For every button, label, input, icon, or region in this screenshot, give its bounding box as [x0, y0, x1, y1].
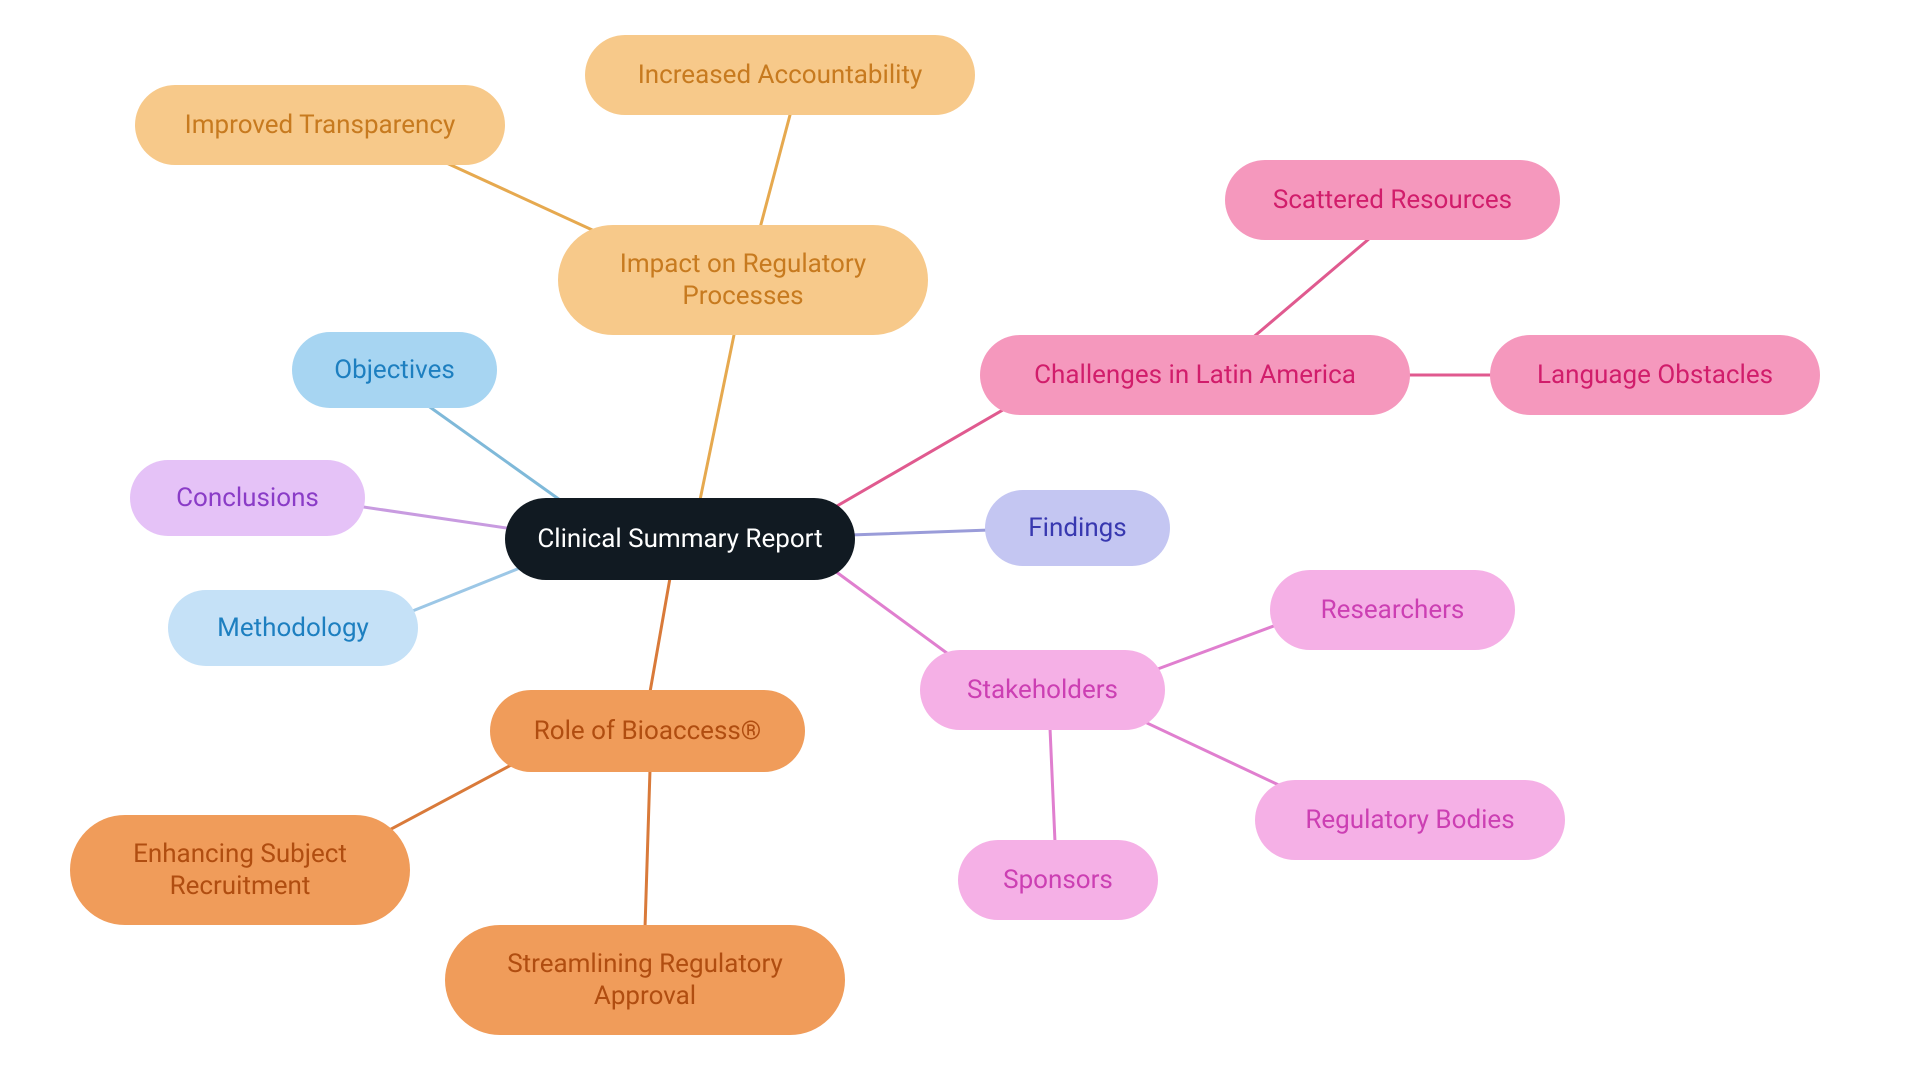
node-regulatory_bodies: Regulatory Bodies: [1255, 780, 1565, 860]
edge: [700, 330, 735, 500]
node-label: Streamlining Regulatory Approval: [507, 948, 783, 1013]
node-findings: Findings: [985, 490, 1170, 566]
edge: [650, 578, 670, 692]
edge: [830, 400, 1020, 510]
node-stakeholders: Stakeholders: [920, 650, 1165, 730]
node-label: Methodology: [217, 612, 369, 645]
node-language: Language Obstacles: [1490, 335, 1820, 415]
node-label: Stakeholders: [967, 674, 1118, 707]
edge: [645, 770, 650, 928]
edge: [1050, 728, 1055, 842]
node-researchers: Researchers: [1270, 570, 1515, 650]
node-challenges: Challenges in Latin America: [980, 335, 1410, 415]
edge: [350, 505, 520, 530]
node-conclusions: Conclusions: [130, 460, 365, 536]
node-label: Findings: [1028, 512, 1126, 545]
node-label: Challenges in Latin America: [1034, 359, 1356, 392]
node-increased_accountability: Increased Accountability: [585, 35, 975, 115]
node-label: Increased Accountability: [638, 59, 923, 92]
node-improved_transparency: Improved Transparency: [135, 85, 505, 165]
node-label: Language Obstacles: [1537, 359, 1773, 392]
node-label: Researchers: [1321, 594, 1465, 627]
node-sponsors: Sponsors: [958, 840, 1158, 920]
edge: [1250, 238, 1370, 340]
node-label: Objectives: [334, 354, 455, 387]
node-label: Conclusions: [176, 482, 319, 515]
edge: [380, 755, 530, 835]
node-label: Improved Transparency: [185, 109, 456, 142]
node-methodology: Methodology: [168, 590, 418, 666]
node-label: Sponsors: [1003, 864, 1113, 897]
node-label: Role of Bioaccess®: [534, 715, 762, 748]
edge: [420, 400, 560, 500]
node-label: Clinical Summary Report: [537, 523, 822, 556]
node-label: Impact on Regulatory Processes: [620, 248, 866, 313]
edge: [850, 530, 990, 535]
node-impact: Impact on Regulatory Processes: [558, 225, 928, 335]
node-objectives: Objectives: [292, 332, 497, 408]
node-streamlining: Streamlining Regulatory Approval: [445, 925, 845, 1035]
node-root: Clinical Summary Report: [505, 498, 855, 580]
edge: [1130, 715, 1300, 795]
edge: [1155, 620, 1290, 670]
node-label: Scattered Resources: [1273, 184, 1512, 217]
node-enhancing: Enhancing Subject Recruitment: [70, 815, 410, 925]
edge: [760, 115, 790, 228]
node-label: Regulatory Bodies: [1305, 804, 1514, 837]
node-scattered: Scattered Resources: [1225, 160, 1560, 240]
mindmap-canvas: Clinical Summary Report Objectives Conclus…: [0, 0, 1920, 1083]
node-bioaccess: Role of Bioaccess®: [490, 690, 805, 772]
node-label: Enhancing Subject Recruitment: [133, 838, 347, 903]
